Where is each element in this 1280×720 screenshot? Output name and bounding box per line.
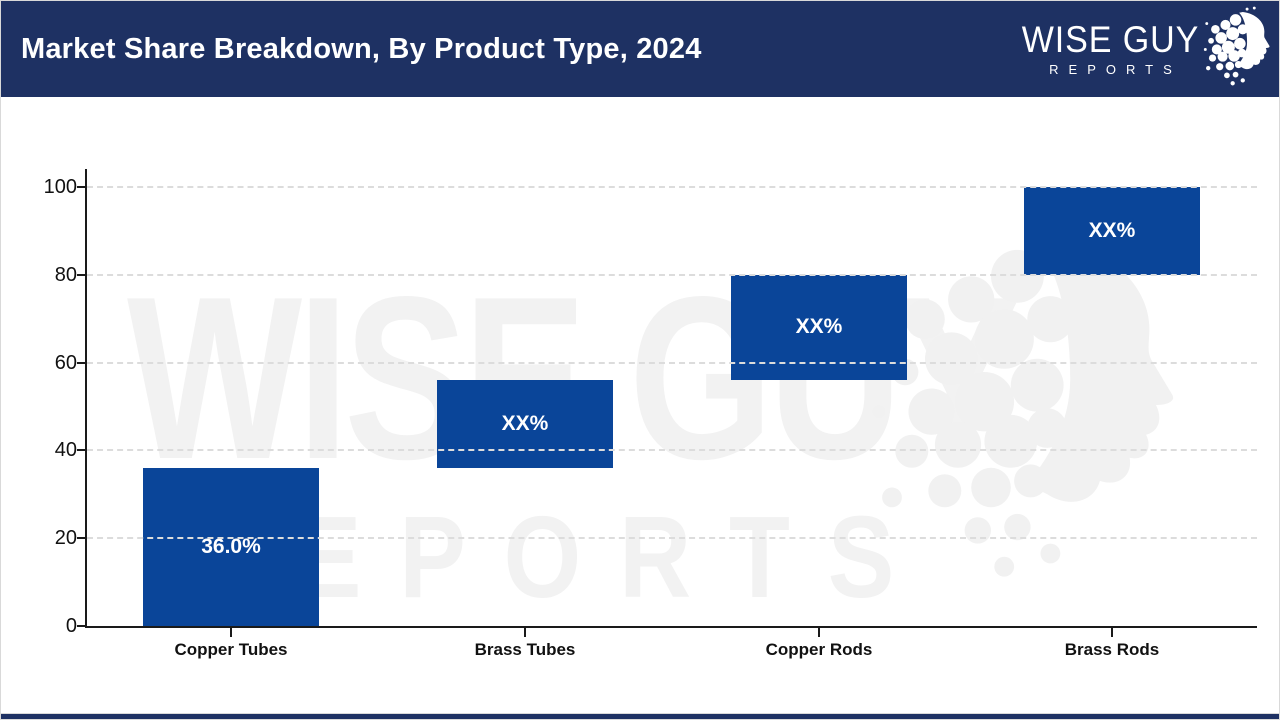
bar-value-label: XX%	[501, 412, 549, 436]
x-tick-mark	[230, 628, 232, 637]
y-tick-mark	[77, 537, 86, 540]
y-tick-label: 20	[54, 527, 77, 550]
y-tick-mark	[77, 449, 86, 452]
y-tick-label: 60	[54, 351, 77, 374]
gridline	[87, 186, 1257, 188]
y-tick-mark	[77, 625, 86, 627]
bar-value-label: XX%	[1088, 218, 1136, 242]
y-tick-mark	[77, 361, 86, 364]
footer-bar	[1, 713, 1279, 719]
x-category-label: Copper Rods	[765, 640, 873, 659]
gridline	[87, 449, 1257, 452]
gridline	[87, 537, 1257, 540]
bar-value-label: 36.0%	[201, 534, 261, 558]
gridline	[87, 273, 1257, 276]
gridline	[87, 361, 1257, 364]
header-bar: Market Share Breakdown, By Product Type,…	[1, 1, 1279, 97]
brand-logo: WISE GUY REPORTS	[1014, 3, 1273, 93]
x-category-label: Brass Tubes	[474, 640, 576, 659]
x-category-label: Copper Tubes	[174, 640, 288, 659]
y-tick-label: 40	[54, 439, 77, 462]
y-tick-mark	[77, 186, 86, 188]
y-tick-label: 80	[54, 263, 77, 286]
bar-copper-tubes: 36.0%	[143, 467, 319, 626]
brand-name: WISE GUY	[1021, 19, 1200, 60]
x-tick-mark	[1111, 628, 1113, 637]
chart-title: Market Share Breakdown, By Product Type,…	[21, 32, 702, 65]
x-tick-mark	[524, 628, 526, 637]
y-tick-mark	[77, 273, 86, 276]
bar-copper-rods: XX%	[731, 274, 907, 381]
brand-logo-text: WISE GUY REPORTS	[1014, 19, 1207, 77]
x-tick-mark	[818, 628, 820, 637]
x-category-label: Brass Rods	[1064, 640, 1160, 659]
bar-brass-rods: XX%	[1024, 187, 1200, 275]
y-tick-label: 0	[65, 615, 77, 637]
y-axis-line	[85, 169, 87, 628]
brand-subname: REPORTS	[1049, 62, 1182, 77]
y-tick-label: 100	[43, 176, 77, 198]
bar-value-label: XX%	[795, 315, 843, 339]
x-axis-line	[85, 626, 1257, 628]
bar-brass-tubes: XX%	[437, 380, 613, 468]
